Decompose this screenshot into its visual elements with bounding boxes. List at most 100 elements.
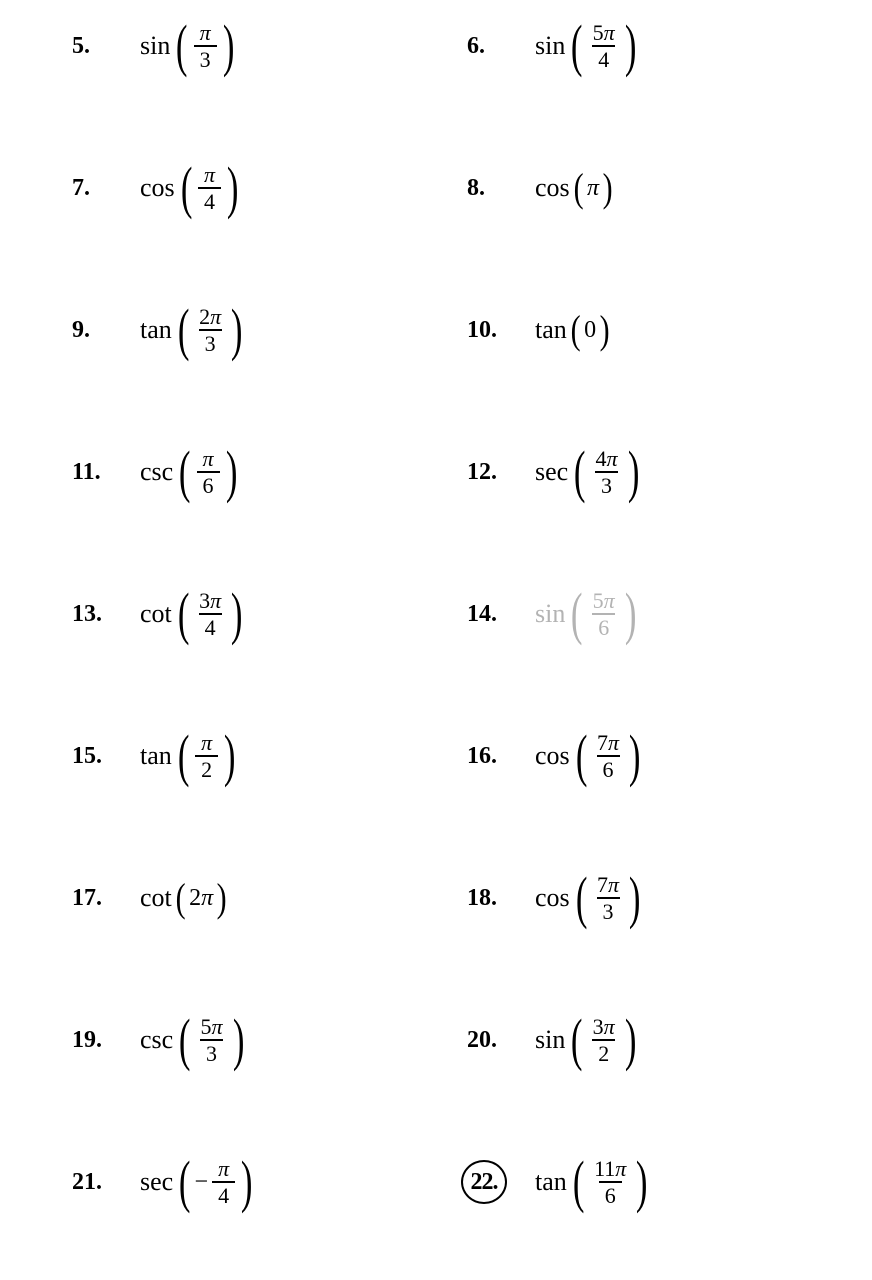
fraction-numerator: π <box>197 731 216 755</box>
fn-label: cot <box>140 885 172 911</box>
paren-group: (π4) <box>177 163 243 213</box>
fraction: 5π3 <box>197 1015 227 1065</box>
expression: csc(5π3) <box>140 1015 248 1065</box>
expression: cos(7π6) <box>535 731 644 781</box>
expression: sin(5π6) <box>535 589 640 639</box>
fraction-numerator: 11π <box>590 1157 630 1181</box>
problem-number: 20. <box>467 1027 521 1054</box>
fraction-denominator: 3 <box>595 471 618 497</box>
expression: tan(π2) <box>140 731 239 781</box>
fraction-numerator: 7π <box>593 873 623 897</box>
fraction-numerator: 5π <box>589 589 619 613</box>
paren-group: (3π2) <box>567 1015 640 1065</box>
problem-number: 8. <box>467 175 521 202</box>
problem-number: 15. <box>72 743 126 770</box>
fraction-numerator: 5π <box>197 1015 227 1039</box>
paren-group: (π2) <box>174 731 240 781</box>
fn-label: tan <box>535 1169 567 1195</box>
fn-label: tan <box>535 317 567 343</box>
problem-number: 18. <box>467 885 521 912</box>
fraction: π4 <box>198 163 221 213</box>
paren-group: (−π4) <box>175 1157 256 1207</box>
fn-label: cot <box>140 601 172 627</box>
problem-grid: 5.sin(π3)6.sin(5π4)7.cos(π4)8.cos(π)9.ta… <box>72 14 842 1214</box>
expression: cos(7π3) <box>535 873 644 923</box>
paren-group: (7π6) <box>572 731 645 781</box>
fraction-denominator: 3 <box>200 1039 223 1065</box>
problem-number: 14. <box>467 601 521 628</box>
problem-number: 12. <box>467 459 521 486</box>
problem-16: 16. cos(7π6) <box>467 724 842 788</box>
expression: cos(π4) <box>140 163 242 213</box>
fn-label: csc <box>140 459 173 485</box>
fraction-numerator: 4π <box>592 447 622 471</box>
fn-label: sin <box>535 33 565 59</box>
fraction-numerator: π <box>200 163 219 187</box>
problem-number: 19. <box>72 1027 126 1054</box>
expression: tan(11π6) <box>535 1157 652 1207</box>
problem-number: 7. <box>72 175 126 202</box>
fn-label: sec <box>535 459 568 485</box>
fraction-denominator: 6 <box>599 1181 622 1207</box>
fraction: π4 <box>212 1157 235 1207</box>
problem-6: 6. sin(5π4) <box>467 14 842 78</box>
fraction-denominator: 4 <box>199 613 222 639</box>
problem-9: 9. tan(2π3) <box>72 298 447 362</box>
fraction: 5π4 <box>589 21 619 71</box>
fraction-numerator: π <box>214 1157 233 1181</box>
fn-label: sin <box>535 1027 565 1053</box>
fraction: 2π3 <box>195 305 225 355</box>
fn-label: csc <box>140 1027 173 1053</box>
problem-19: 19. csc(5π3) <box>72 1008 447 1072</box>
problem-13: 13.cot(3π4) <box>72 582 447 646</box>
problem-number-circled: 22. <box>467 1160 521 1204</box>
fraction-denominator: 3 <box>597 897 620 923</box>
expression: tan(0) <box>535 317 611 343</box>
paren-group: (5π4) <box>567 21 640 71</box>
expression: cos(π) <box>535 175 614 201</box>
fraction: π2 <box>195 731 218 781</box>
problem-22: 22. tan(11π6) <box>467 1150 842 1214</box>
paren-group: (π) <box>572 176 615 200</box>
paren-group: (11π6) <box>569 1157 652 1207</box>
fn-label: cos <box>535 175 570 201</box>
expression: tan(2π3) <box>140 305 246 355</box>
fraction-denominator: 2 <box>592 1039 615 1065</box>
worksheet-page: 5.sin(π3)6.sin(5π4)7.cos(π4)8.cos(π)9.ta… <box>0 0 872 1280</box>
fraction: 7π3 <box>593 873 623 923</box>
fraction-numerator: 2π <box>195 305 225 329</box>
problem-number: 5. <box>72 33 126 60</box>
fraction: 4π3 <box>592 447 622 497</box>
fraction-denominator: 4 <box>198 187 221 213</box>
problem-number: 13. <box>72 601 126 628</box>
problem-number: 16. <box>467 743 521 770</box>
fraction-numerator: π <box>196 21 215 45</box>
paren-group: (0) <box>569 318 612 342</box>
problem-7: 7. cos(π4) <box>72 156 447 220</box>
fn-label: sin <box>535 601 565 627</box>
inline-arg: 0 <box>582 318 598 342</box>
problem-number: 9. <box>72 317 126 344</box>
fraction: 3π2 <box>589 1015 619 1065</box>
problem-number: 6. <box>467 33 521 60</box>
paren-group: (4π3) <box>570 447 643 497</box>
problem-11: 11.csc(π6) <box>72 440 447 504</box>
fraction-denominator: 2 <box>195 755 218 781</box>
problem-10: 10.tan(0) <box>467 298 842 362</box>
fraction: 5π6 <box>589 589 619 639</box>
problem-number: 17. <box>72 885 126 912</box>
fn-label: tan <box>140 743 172 769</box>
fraction-denominator: 3 <box>194 45 217 71</box>
fraction: 7π6 <box>593 731 623 781</box>
fn-label: cos <box>140 175 175 201</box>
fraction-numerator: 3π <box>195 589 225 613</box>
inline-arg: π <box>585 176 601 200</box>
problem-number: 11. <box>72 459 126 486</box>
fraction-denominator: 3 <box>199 329 222 355</box>
fraction-denominator: 6 <box>592 613 615 639</box>
problem-21: 21.sec(−π4) <box>72 1150 447 1214</box>
expression: cot(2π) <box>140 885 228 911</box>
fraction-numerator: π <box>199 447 218 471</box>
expression: sec(−π4) <box>140 1157 256 1207</box>
problem-12: 12. sec(4π3) <box>467 440 842 504</box>
